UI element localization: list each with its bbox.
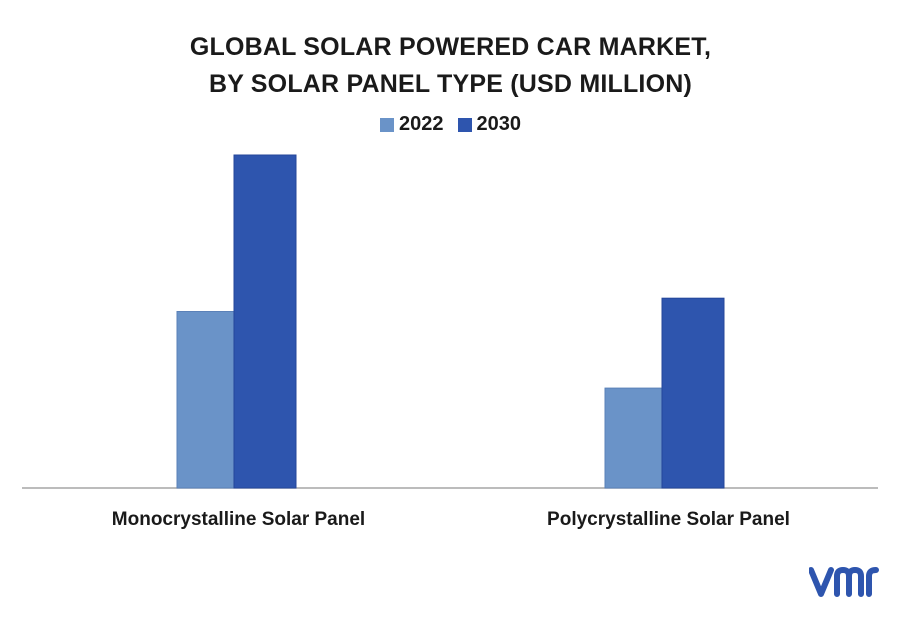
legend: 2022 2030 — [0, 113, 901, 136]
legend-label-2030: 2030 — [476, 113, 522, 135]
chart-title-line-2: BY SOLAR PANEL TYPE (USD MILLION) — [208, 70, 693, 98]
bar-2030-polycrystalline — [661, 297, 725, 489]
chart-title-line-1: GLOBAL SOLAR POWERED CAR MARKET, — [189, 33, 712, 61]
legend-label-2022: 2022 — [399, 113, 444, 135]
bar-2022-monocrystalline — [176, 311, 235, 489]
bar-2030-monocrystalline — [233, 154, 297, 489]
x-tick-label-monocrystalline: Monocrystalline Solar Panel — [112, 509, 365, 530]
vmr-logo — [809, 567, 879, 597]
bar-2022-polycrystalline — [604, 387, 663, 489]
legend-item-2022: 2022 — [380, 113, 444, 136]
x-tick-label-polycrystalline: Polycrystalline Solar Panel — [547, 509, 790, 530]
legend-swatch-2030 — [457, 117, 472, 132]
legend-item-2030: 2030 — [457, 113, 522, 136]
legend-swatch-2022 — [380, 117, 394, 132]
